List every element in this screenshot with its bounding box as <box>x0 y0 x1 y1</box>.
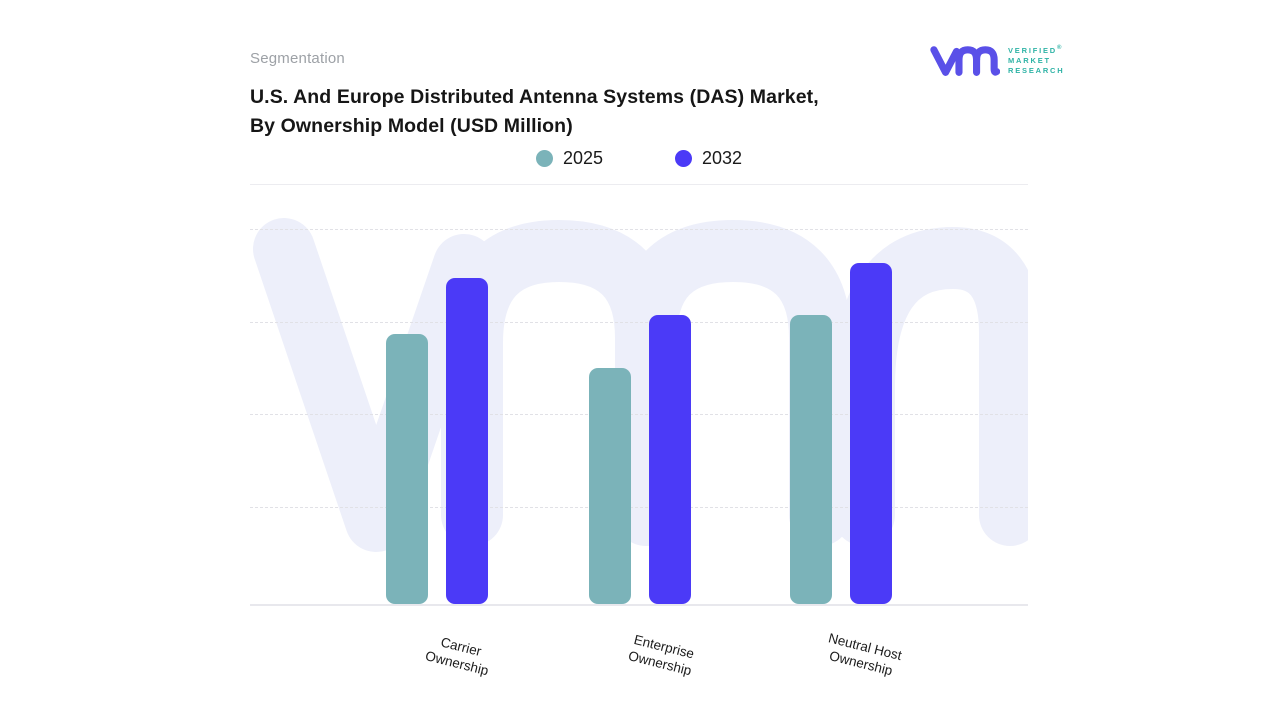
plot-area <box>250 229 1028 604</box>
legend: 2025 2032 <box>250 148 1028 169</box>
bar-2032-enterprise-ownership <box>649 315 691 604</box>
chart-title-line2: By Ownership Model (USD Million) <box>250 115 573 137</box>
chart-title: U.S. And Europe Distributed Antenna Syst… <box>250 83 819 141</box>
legend-item-2032: 2032 <box>675 148 742 169</box>
gridline <box>250 414 1028 415</box>
legend-label: 2032 <box>702 148 743 168</box>
bar-2025-neutral-host-ownership <box>790 315 832 604</box>
gridline <box>250 322 1028 323</box>
bar-2025-enterprise-ownership <box>589 368 631 604</box>
legend-label: 2025 <box>562 148 603 168</box>
chart-title-line1: U.S. And Europe Distributed Antenna Syst… <box>250 86 819 108</box>
vmr-logo-text: VERIFIED® MARKET RESEARCH <box>1008 43 1065 76</box>
gridline <box>250 507 1028 508</box>
logo-word-market: MARKET <box>1008 55 1051 65</box>
category-axis: Carrier Ownership Enterprise Ownership Neutr… <box>250 618 1028 718</box>
bar-2032-carrier-ownership <box>446 278 488 604</box>
legend-dot-2025 <box>535 150 553 167</box>
logo-word-verified: VERIFIED <box>1008 45 1057 55</box>
logo-word-research: RESEARCH <box>1008 65 1065 75</box>
category-label-neutral-host-ownership: Neutral Host Ownership <box>826 630 904 679</box>
legend-dot-2032 <box>675 150 692 167</box>
bar-chart <box>250 184 1028 606</box>
vmr-monogram-icon <box>930 46 1000 76</box>
bar-2025-carrier-ownership <box>386 334 428 604</box>
bar-2032-neutral-host-ownership <box>850 263 892 604</box>
gridline <box>250 229 1028 230</box>
legend-item-2025: 2025 <box>535 148 603 169</box>
category-label-enterprise-ownership: Enterprise Ownership <box>626 632 696 679</box>
vmr-logo: VERIFIED® MARKET RESEARCH <box>928 36 1065 82</box>
registered-trademark: ® <box>1057 44 1062 51</box>
section-label: Segmentation <box>250 50 345 67</box>
category-label-carrier-ownership: Carrier Ownership <box>423 634 491 679</box>
